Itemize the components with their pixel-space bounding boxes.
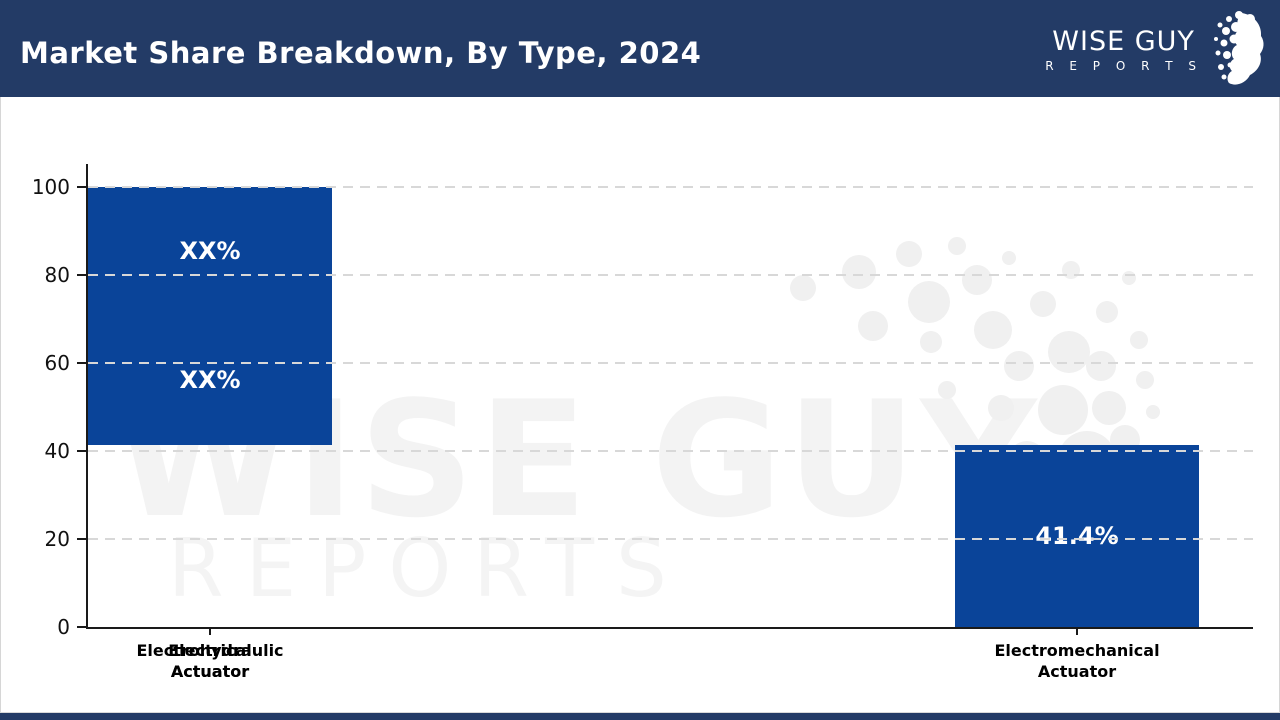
wiseguy-logo: WISE GUY R E P O R T S [1045,8,1266,90]
chart-title: Market Share Breakdown, By Type, 2024 [20,36,702,70]
x-category-label: Electrical Actuator [50,640,370,682]
bar-value-label: 41.4% [1035,521,1119,550]
x-category-label: Electromechanical Actuator [917,640,1237,682]
x-category-label: Electrohydraulic Actuator [50,640,370,682]
bar-value-label: XX% [179,237,241,266]
x-axis-tick [209,627,211,635]
category-line: Electrical [168,641,252,660]
chart-canvas: WISE GUY REPORTS 0 20 40 60 80 100 41.4% Elec… [0,97,1280,713]
y-axis-tick [77,626,86,628]
y-tick-label: 80 [44,263,70,287]
y-axis-tick [77,538,86,540]
bar-group-electromechanical: 41.4% Electromechanical Actuator [955,168,1199,681]
category-line: Actuator [1037,662,1117,681]
y-tick-label: 0 [57,615,70,639]
plot-area: 0 20 40 60 80 100 41.4% Electromechanical Act… [32,164,1253,681]
logo-text: WISE GUY R E P O R T S [1045,26,1202,73]
y-axis-tick [77,186,86,188]
category-line: Actuator [170,662,250,681]
bar-electromechanical: 41.4% [955,444,1199,627]
header-bar: Market Share Breakdown, By Type, 2024 WI… [0,0,1280,97]
category-line: Actuator [170,662,250,681]
gridline [88,450,1253,452]
gridline [88,362,1253,364]
gridline [88,538,1253,540]
y-tick-label: 100 [31,175,70,199]
bar-value-label: XX% [179,365,241,394]
bar-electrical: XX% [88,187,332,316]
y-tick-label: 60 [44,351,70,375]
x-axis-tick [1076,627,1078,635]
y-axis-line [86,164,88,629]
y-axis-tick [77,362,86,364]
category-line: Electromechanical [994,641,1160,660]
y-axis-tick [77,450,86,452]
y-tick-label: 20 [44,527,70,551]
x-axis-line [86,627,1253,629]
logo-wordmark: WISE GUY [1052,25,1195,57]
bar-group-electrical: XX% Electrical Actuator [88,168,332,681]
gridline [88,186,1253,188]
bar-electrohydraulic: XX% [88,315,332,445]
category-line: Electrohydraulic [136,641,284,660]
logo-subtext: R E P O R T S [1045,58,1202,73]
y-tick-label: 40 [44,439,70,463]
gridline [88,274,1253,276]
y-axis-tick [77,274,86,276]
footer-bar [0,712,1280,720]
logo-face-icon [1214,11,1264,85]
